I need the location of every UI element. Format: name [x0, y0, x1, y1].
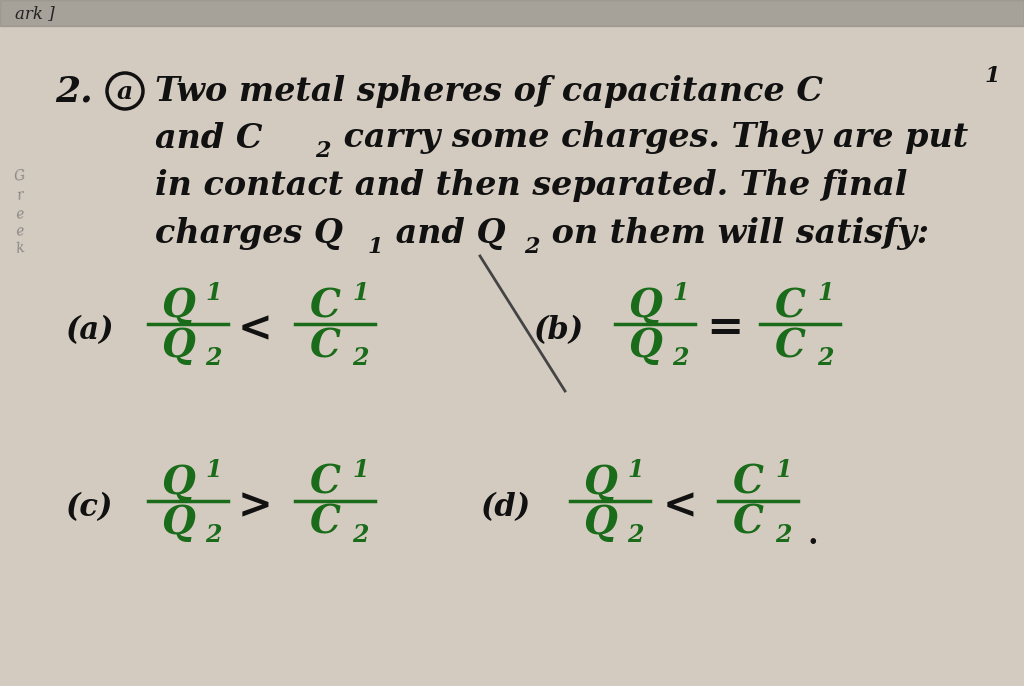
Text: ark ]: ark ] [15, 5, 54, 23]
Text: Q: Q [161, 287, 195, 325]
Text: C: C [309, 464, 341, 502]
Text: 2: 2 [205, 523, 221, 547]
Text: C: C [732, 504, 764, 542]
Text: 1: 1 [352, 458, 369, 482]
Text: Q: Q [161, 504, 195, 542]
Text: 1: 1 [985, 65, 1000, 87]
Text: =: = [707, 307, 743, 351]
Text: Q: Q [583, 504, 616, 542]
Text: C: C [309, 504, 341, 542]
Text: Q: Q [161, 464, 195, 502]
Text: <: < [238, 308, 272, 350]
Text: on them will satisfy:: on them will satisfy: [540, 217, 929, 250]
Text: 1: 1 [672, 281, 688, 305]
Text: C: C [309, 327, 341, 365]
Text: 2: 2 [672, 346, 688, 370]
Text: 1: 1 [205, 281, 221, 305]
Text: charges Q: charges Q [155, 217, 343, 250]
Text: 2: 2 [205, 346, 221, 370]
Text: 1: 1 [775, 458, 792, 482]
Text: r: r [15, 189, 25, 203]
Text: C: C [774, 287, 806, 325]
Text: (a): (a) [65, 316, 114, 346]
Text: 1: 1 [205, 458, 221, 482]
Text: 1: 1 [352, 281, 369, 305]
Text: Q: Q [161, 327, 195, 365]
Text: 2: 2 [817, 346, 834, 370]
Text: 1: 1 [368, 236, 384, 258]
Text: 2: 2 [524, 236, 540, 258]
Text: C: C [309, 287, 341, 325]
Text: 2: 2 [775, 523, 792, 547]
Text: e: e [15, 224, 25, 239]
Text: (b): (b) [534, 316, 583, 346]
Text: Q: Q [628, 327, 662, 365]
Text: 1: 1 [817, 281, 834, 305]
Text: G: G [13, 168, 27, 184]
Text: C: C [774, 327, 806, 365]
Text: k: k [15, 241, 26, 255]
Text: (d): (d) [480, 493, 530, 523]
Text: Q: Q [628, 287, 662, 325]
Text: >: > [238, 485, 272, 527]
Text: C: C [732, 464, 764, 502]
Text: 1: 1 [627, 458, 643, 482]
Text: e: e [15, 206, 25, 222]
Text: 2: 2 [315, 140, 331, 162]
Text: 2: 2 [627, 523, 643, 547]
Text: 2: 2 [352, 523, 369, 547]
Text: (c): (c) [65, 493, 113, 523]
Text: carry some charges. They are put: carry some charges. They are put [332, 121, 968, 154]
Text: in contact and then separated. The final: in contact and then separated. The final [155, 169, 907, 202]
Text: .: . [808, 519, 818, 550]
Text: <: < [663, 485, 697, 527]
Text: Two metal spheres of capacitance C: Two metal spheres of capacitance C [155, 75, 823, 108]
Text: and Q: and Q [384, 217, 506, 250]
Text: a: a [117, 80, 133, 104]
Text: and C: and C [155, 121, 262, 154]
Text: 2.: 2. [55, 74, 93, 108]
Text: 2: 2 [352, 346, 369, 370]
Text: Q: Q [583, 464, 616, 502]
